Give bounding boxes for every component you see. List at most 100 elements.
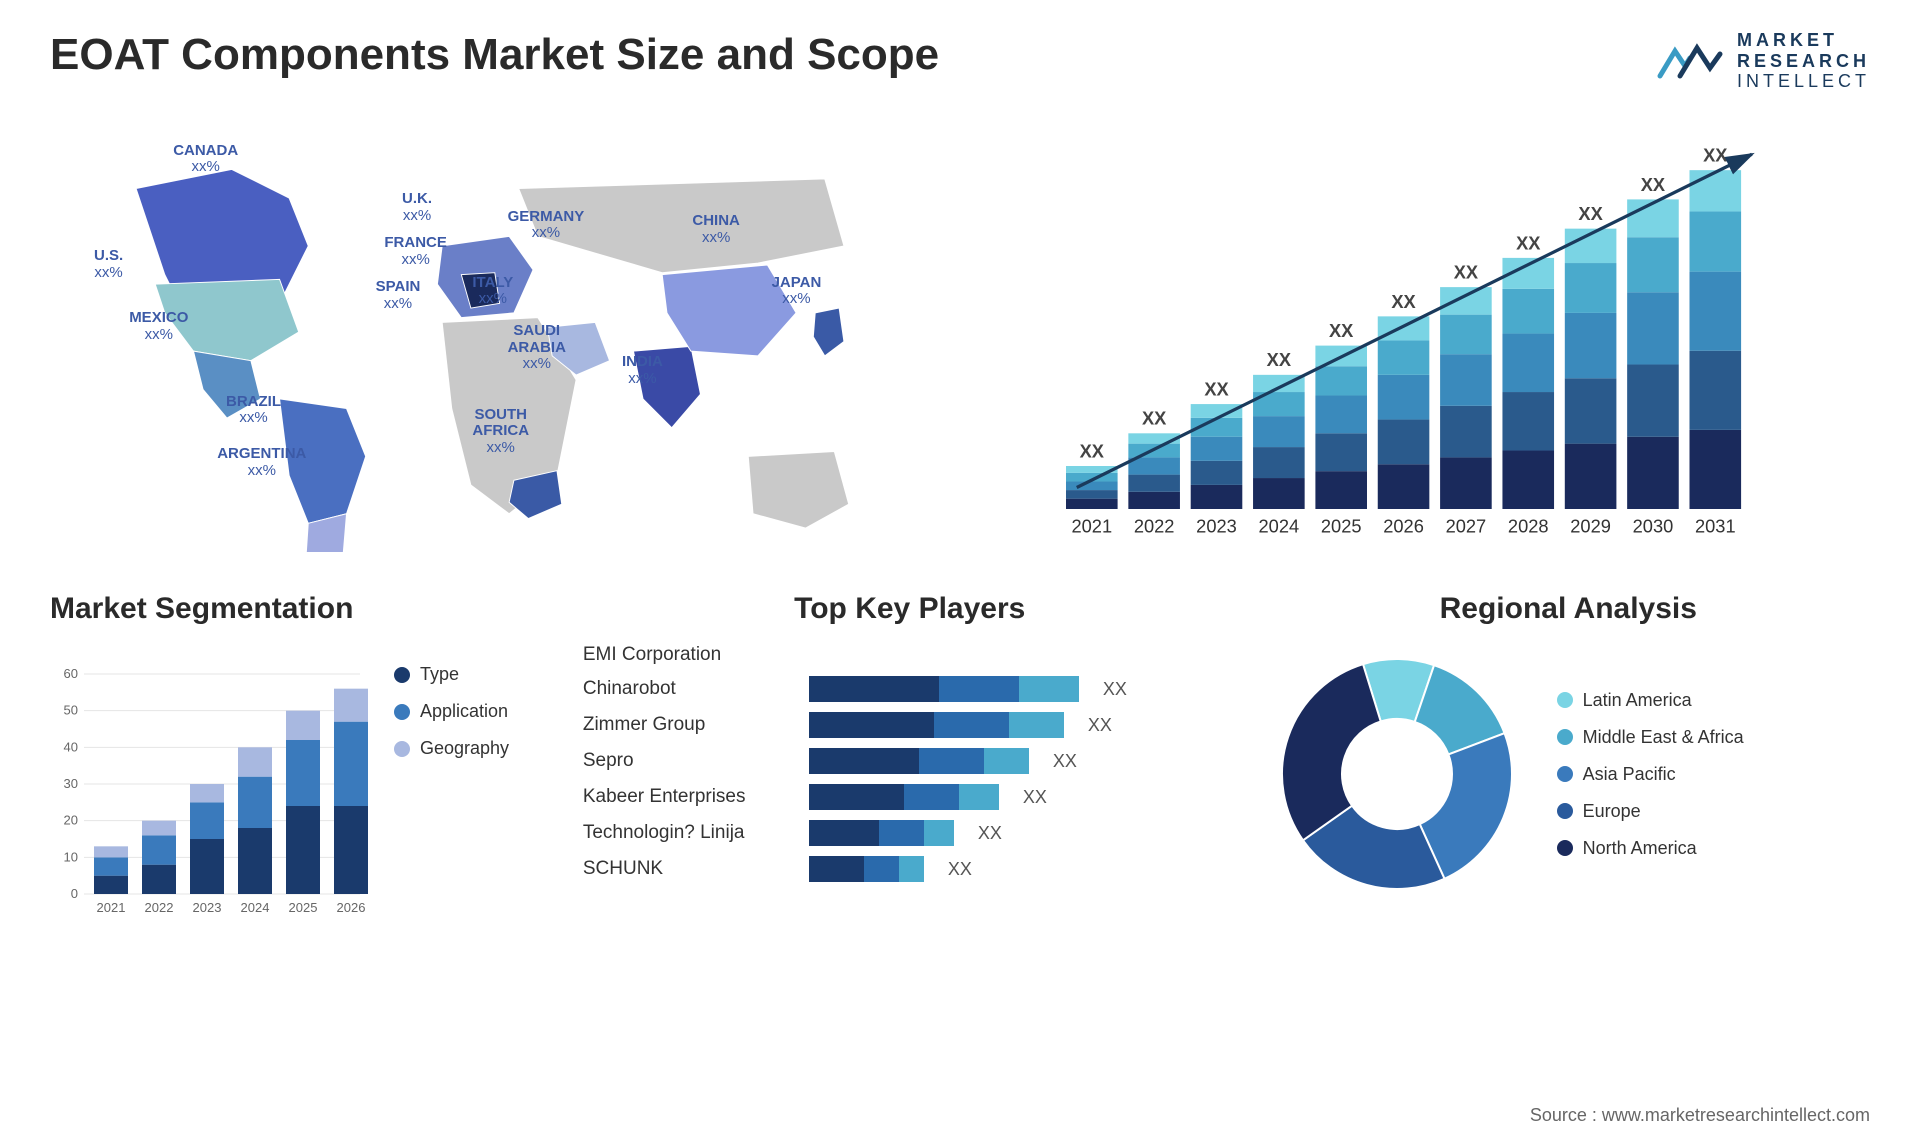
svg-text:XX: XX (1080, 440, 1105, 461)
player-value: XX (948, 859, 972, 880)
svg-text:2030: 2030 (1633, 516, 1674, 537)
player-name: Kabeer Enterprises (583, 786, 793, 808)
map-label-u-s-: U.S.xx% (94, 248, 123, 281)
svg-text:30: 30 (64, 776, 78, 791)
svg-text:2024: 2024 (241, 900, 270, 915)
svg-text:2029: 2029 (1570, 516, 1611, 537)
svg-text:XX: XX (1142, 408, 1167, 429)
svg-text:XX: XX (1516, 232, 1541, 253)
source-text: Source : www.marketresearchintellect.com (1530, 1105, 1870, 1126)
map-label-brazil: BRAZILxx% (226, 394, 281, 427)
svg-text:2023: 2023 (1196, 516, 1237, 537)
logo-mark-icon (1655, 36, 1725, 86)
svg-text:2023: 2023 (193, 900, 222, 915)
svg-text:2026: 2026 (1383, 516, 1424, 537)
player-name: Technologin? Linija (583, 822, 793, 844)
player-bar (809, 856, 924, 882)
player-row: Chinarobot XX (583, 676, 1237, 702)
map-label-mexico: MEXICOxx% (129, 310, 188, 343)
player-row: Zimmer Group XX (583, 712, 1237, 738)
svg-text:XX: XX (1641, 174, 1666, 195)
svg-text:2021: 2021 (97, 900, 126, 915)
player-row: Sepro XX (583, 748, 1237, 774)
map-label-canada: CANADAxx% (173, 143, 238, 176)
seg-legend-item: Type (394, 664, 509, 685)
player-row: EMI Corporation (583, 644, 1237, 666)
svg-text:10: 10 (64, 849, 78, 864)
regional-legend-item: Middle East & Africa (1557, 727, 1744, 748)
players-title: Top Key Players (583, 592, 1237, 626)
player-row: SCHUNK XX (583, 856, 1237, 882)
regional-legend-item: Asia Pacific (1557, 764, 1744, 785)
segmentation-legend: Type Application Geography (394, 644, 509, 759)
segmentation-title: Market Segmentation (50, 592, 553, 626)
svg-text:20: 20 (64, 813, 78, 828)
svg-text:XX: XX (1578, 203, 1603, 224)
regional-donut (1267, 644, 1527, 904)
player-value: XX (1103, 679, 1127, 700)
svg-text:2025: 2025 (289, 900, 318, 915)
map-label-germany: GERMANYxx% (508, 209, 585, 242)
map-label-india: INDIAxx% (622, 354, 663, 387)
player-value: XX (1023, 787, 1047, 808)
map-label-south-africa: SOUTHAFRICAxx% (472, 407, 529, 457)
svg-text:2024: 2024 (1259, 516, 1300, 537)
svg-text:XX: XX (1391, 291, 1416, 312)
svg-text:2027: 2027 (1446, 516, 1487, 537)
world-map-panel: CANADAxx% U.S.xx%MEXICOxx% BRAZILxx% ARGENT… (50, 112, 930, 552)
player-value: XX (978, 823, 1002, 844)
regional-legend-item: Latin America (1557, 690, 1744, 711)
svg-text:XX: XX (1329, 320, 1354, 341)
svg-text:2028: 2028 (1508, 516, 1549, 537)
seg-legend-item: Geography (394, 738, 509, 759)
regional-legend-item: North America (1557, 838, 1744, 859)
player-name: Chinarobot (583, 678, 793, 700)
players-list: EMI Corporation Chinarobot XX Zimmer Group X… (583, 644, 1237, 882)
brand-logo: MARKET RESEARCH INTELLECT (1655, 30, 1870, 92)
map-label-spain: SPAINxx% (376, 279, 421, 312)
svg-text:XX: XX (1204, 379, 1229, 400)
player-bar (809, 748, 1029, 774)
svg-text:40: 40 (64, 739, 78, 754)
segmentation-panel: Market Segmentation 0 10 20 30 40 50 60 2021 202… (50, 592, 553, 924)
svg-text:2022: 2022 (1134, 516, 1175, 537)
svg-text:60: 60 (64, 666, 78, 681)
svg-text:XX: XX (1454, 262, 1479, 283)
forecast-chart-panel: XX2021XX2022XX2023XX2024XX2025XX2026XX20… (970, 112, 1870, 552)
svg-text:2031: 2031 (1695, 516, 1736, 537)
logo-line1: MARKET (1737, 30, 1870, 51)
map-label-argentina: ARGENTINAxx% (217, 446, 306, 479)
regional-legend-item: Europe (1557, 801, 1744, 822)
logo-line3: INTELLECT (1737, 71, 1870, 92)
map-label-saudi-arabia: SAUDIARABIAxx% (508, 323, 566, 373)
forecast-chart: XX2021XX2022XX2023XX2024XX2025XX2026XX20… (970, 122, 1850, 552)
seg-legend-item: Application (394, 701, 509, 722)
player-row: Technologin? Linija XX (583, 820, 1237, 846)
svg-text:2022: 2022 (145, 900, 174, 915)
map-label-china: CHINAxx% (692, 213, 740, 246)
page-title: EOAT Components Market Size and Scope (50, 30, 939, 80)
svg-text:0: 0 (71, 886, 78, 901)
map-label-u-k-: U.K.xx% (402, 191, 432, 224)
player-name: Sepro (583, 750, 793, 772)
svg-text:XX: XX (1703, 145, 1728, 166)
player-value: XX (1088, 715, 1112, 736)
player-bar (809, 820, 954, 846)
player-value: XX (1053, 751, 1077, 772)
svg-text:XX: XX (1267, 349, 1292, 370)
svg-text:2026: 2026 (337, 900, 366, 915)
map-label-japan: JAPANxx% (772, 275, 822, 308)
player-bar (809, 676, 1079, 702)
player-name: Zimmer Group (583, 714, 793, 736)
regional-panel: Regional Analysis Latin America Middle Ea… (1267, 592, 1870, 924)
regional-title: Regional Analysis (1267, 592, 1870, 626)
map-label-italy: ITALYxx% (472, 275, 513, 308)
player-bar (809, 712, 1064, 738)
player-bar (809, 784, 999, 810)
logo-line2: RESEARCH (1737, 51, 1870, 72)
svg-text:50: 50 (64, 703, 78, 718)
segmentation-chart: 0 10 20 30 40 50 60 2021 2022 2023 2024 2025 2026 (50, 644, 370, 924)
player-row: Kabeer Enterprises XX (583, 784, 1237, 810)
players-panel: Top Key Players EMI Corporation Chinarobo… (583, 592, 1237, 924)
player-name: SCHUNK (583, 858, 793, 880)
